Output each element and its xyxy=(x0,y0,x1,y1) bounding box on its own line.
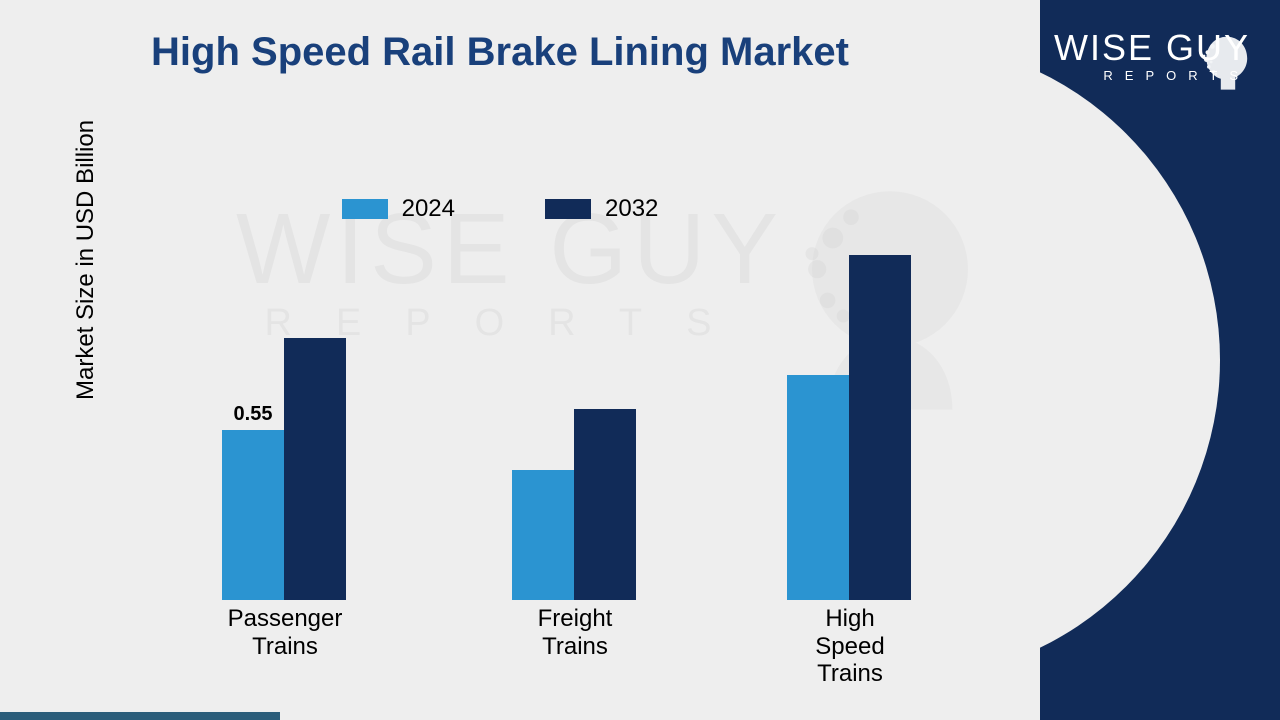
bar-2024: 0.55 xyxy=(222,430,284,600)
logo-line1: WISE GUY xyxy=(1054,30,1250,66)
category-label: FreightTrains xyxy=(475,605,675,660)
bar-2032 xyxy=(849,255,911,600)
legend: 2024 2032 xyxy=(0,195,1000,223)
bar-2032 xyxy=(284,338,346,600)
bar-2024 xyxy=(512,470,574,600)
legend-swatch-a xyxy=(342,199,388,219)
legend-swatch-b xyxy=(545,199,591,219)
legend-item-2032: 2032 xyxy=(545,195,658,223)
legend-item-2024: 2024 xyxy=(342,195,455,223)
brand-logo: WISE GUY REPORTS xyxy=(1054,30,1250,83)
category-label: PassengerTrains xyxy=(185,605,385,660)
plot-area: 0.55 xyxy=(120,230,960,600)
bar-2032 xyxy=(574,409,636,600)
logo-line2: REPORTS xyxy=(1054,68,1250,83)
legend-label-b: 2032 xyxy=(605,195,658,223)
category-label: HighSpeedTrains xyxy=(750,605,950,688)
bar-value-label: 0.55 xyxy=(222,403,284,430)
legend-label-a: 2024 xyxy=(402,195,455,223)
y-axis-label: Market Size in USD Billion xyxy=(72,120,100,400)
bottom-accent-strip xyxy=(0,712,280,720)
chart-canvas: WISE GUY REPORTS High Speed Rail Brake L… xyxy=(0,0,1280,720)
chart-title: High Speed Rail Brake Lining Market xyxy=(0,30,1000,75)
bar-2024 xyxy=(787,375,849,600)
